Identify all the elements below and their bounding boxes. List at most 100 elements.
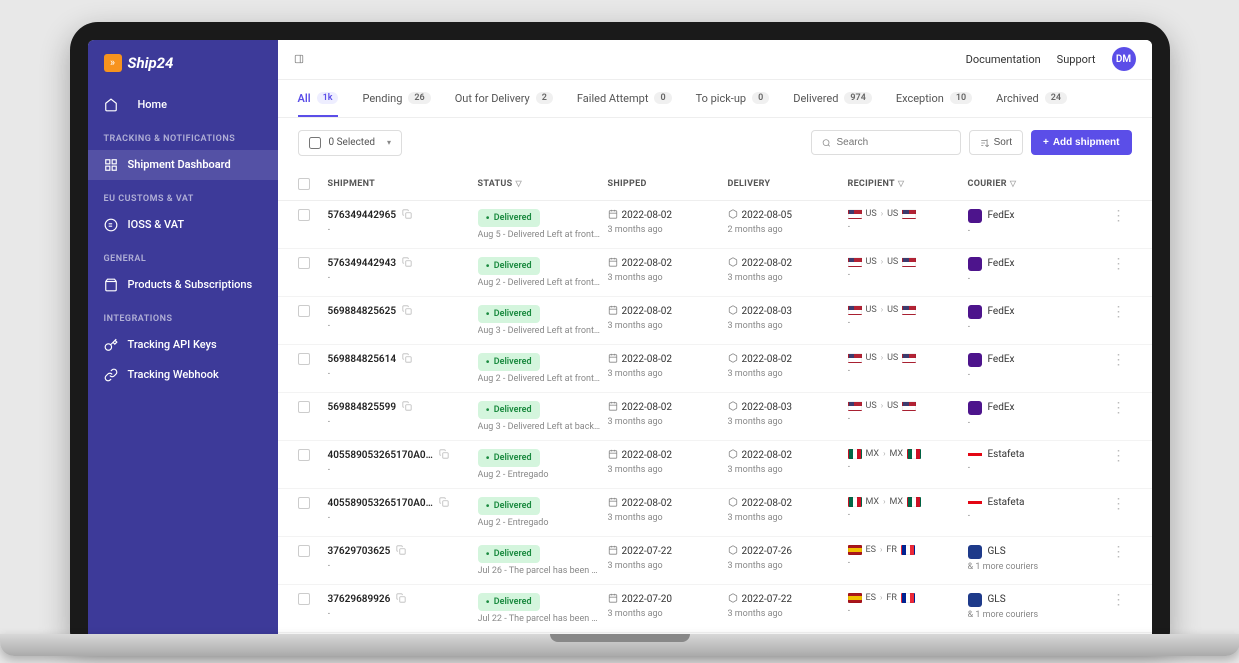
row-menu-icon[interactable]: ⋮ bbox=[1112, 304, 1126, 320]
copy-icon[interactable] bbox=[402, 401, 412, 414]
sidebar-item-products[interactable]: Products & Subscriptions bbox=[88, 270, 278, 300]
tab-label: Archived bbox=[996, 92, 1039, 105]
copy-icon[interactable] bbox=[396, 545, 406, 558]
row-checkbox[interactable] bbox=[298, 257, 310, 269]
collapse-icon[interactable] bbox=[294, 54, 304, 64]
shipped-date: 2022-08-02 bbox=[622, 498, 673, 509]
row-menu-icon[interactable]: ⋮ bbox=[1112, 400, 1126, 416]
origin-flag-icon bbox=[848, 497, 862, 507]
shipment-sub: - bbox=[328, 369, 472, 379]
sidebar-item-home[interactable]: Home bbox=[88, 90, 278, 120]
origin-flag-icon bbox=[848, 449, 862, 459]
tab-count-badge: 0 bbox=[654, 92, 671, 104]
header-checkbox[interactable] bbox=[298, 178, 310, 190]
shipment-sub: - bbox=[328, 273, 472, 283]
row-checkbox[interactable] bbox=[298, 209, 310, 221]
tab-exception[interactable]: Exception10 bbox=[896, 92, 972, 117]
origin-flag-icon bbox=[848, 545, 862, 555]
header-shipment[interactable]: SHIPMENT bbox=[328, 179, 478, 189]
shipped-ago: 3 months ago bbox=[608, 321, 722, 331]
select-all-checkbox[interactable] bbox=[309, 137, 321, 149]
copy-icon[interactable] bbox=[439, 497, 449, 510]
header-shipped[interactable]: SHIPPED bbox=[608, 179, 728, 189]
shipped-date: 2022-08-02 bbox=[622, 258, 673, 269]
table-row[interactable]: 576349442965-DeliveredAug 5 - Delivered … bbox=[278, 201, 1152, 249]
shipped-date: 2022-08-02 bbox=[622, 306, 673, 317]
sort-icon bbox=[980, 138, 990, 148]
home-icon bbox=[104, 98, 118, 112]
row-checkbox[interactable] bbox=[298, 353, 310, 365]
row-checkbox[interactable] bbox=[298, 545, 310, 557]
dest-cc: US bbox=[887, 209, 898, 219]
add-shipment-button[interactable]: + Add shipment bbox=[1031, 130, 1132, 155]
table-row[interactable]: 405589053265170A0…-DeliveredAug 2 - Entr… bbox=[278, 441, 1152, 489]
bag-icon bbox=[104, 278, 118, 292]
recipient-sub: - bbox=[848, 558, 962, 568]
header-courier[interactable]: COURIER▽ bbox=[968, 179, 1112, 189]
status-badge: Delivered bbox=[478, 593, 540, 611]
sidebar-section-integrations: INTEGRATIONS bbox=[88, 300, 278, 330]
row-menu-icon[interactable]: ⋮ bbox=[1112, 208, 1126, 224]
table-row[interactable]: 569884825625-DeliveredAug 3 - Delivered … bbox=[278, 297, 1152, 345]
table-row[interactable]: 576349442943-DeliveredAug 2 - Delivered … bbox=[278, 249, 1152, 297]
status-detail: Aug 2 - Delivered Left at front … bbox=[478, 374, 602, 384]
row-menu-icon[interactable]: ⋮ bbox=[1112, 256, 1126, 272]
table-row[interactable]: 37629703625-DeliveredJul 26 - The parcel… bbox=[278, 537, 1152, 585]
courier-name: FedEx bbox=[988, 258, 1015, 269]
courier-logo-icon bbox=[968, 209, 982, 223]
sidebar-item-ioss[interactable]: IOSS & VAT bbox=[88, 210, 278, 240]
tab-failed-attempt[interactable]: Failed Attempt0 bbox=[577, 92, 672, 117]
copy-icon[interactable] bbox=[402, 257, 412, 270]
copy-icon[interactable] bbox=[402, 305, 412, 318]
shipped-date: 2022-08-02 bbox=[622, 210, 673, 221]
row-menu-icon[interactable]: ⋮ bbox=[1112, 448, 1126, 464]
tab-delivered[interactable]: Delivered974 bbox=[793, 92, 872, 117]
dest-flag-icon bbox=[902, 353, 916, 363]
documentation-link[interactable]: Documentation bbox=[966, 53, 1041, 66]
search-box[interactable] bbox=[811, 130, 961, 155]
tab-label: Exception bbox=[896, 92, 944, 105]
sidebar-section-tracking: TRACKING & NOTIFICATIONS bbox=[88, 120, 278, 150]
tab-archived[interactable]: Archived 24 bbox=[996, 92, 1067, 117]
header-delivery[interactable]: DELIVERY bbox=[728, 179, 848, 189]
table-row[interactable]: 569884825614-DeliveredAug 2 - Delivered … bbox=[278, 345, 1152, 393]
row-menu-icon[interactable]: ⋮ bbox=[1112, 496, 1126, 512]
search-input[interactable] bbox=[836, 137, 949, 148]
row-checkbox[interactable] bbox=[298, 401, 310, 413]
row-menu-icon[interactable]: ⋮ bbox=[1112, 592, 1126, 608]
row-checkbox[interactable] bbox=[298, 449, 310, 461]
selected-counter[interactable]: 0 Selected ▾ bbox=[298, 130, 403, 156]
copy-icon[interactable] bbox=[402, 353, 412, 366]
sidebar-item-dashboard[interactable]: Shipment Dashboard bbox=[88, 150, 278, 180]
sidebar-item-webhook[interactable]: Tracking Webhook bbox=[88, 360, 278, 390]
row-checkbox[interactable] bbox=[298, 497, 310, 509]
table-row[interactable]: 37629689926-DeliveredJul 22 - The parcel… bbox=[278, 585, 1152, 633]
tab-to-pick-up[interactable]: To pick-up0 bbox=[696, 92, 770, 117]
copy-icon[interactable] bbox=[396, 593, 406, 606]
copy-icon[interactable] bbox=[402, 209, 412, 222]
status-badge: Delivered bbox=[478, 545, 540, 563]
selected-label: 0 Selected bbox=[329, 137, 376, 148]
courier-name: FedEx bbox=[988, 354, 1015, 365]
sidebar-item-label: Products & Subscriptions bbox=[128, 278, 253, 291]
tab-out-for-delivery[interactable]: Out for Delivery2 bbox=[455, 92, 553, 117]
tab-pending[interactable]: Pending26 bbox=[362, 92, 430, 117]
tab-all[interactable]: All1k bbox=[298, 92, 339, 117]
header-status[interactable]: STATUS▽ bbox=[478, 179, 608, 189]
table-row[interactable]: 569884825599-DeliveredAug 3 - Delivered … bbox=[278, 393, 1152, 441]
dest-cc: FR bbox=[886, 545, 897, 555]
brand-logo[interactable]: » Ship24 bbox=[88, 54, 278, 90]
tab-count-badge: 24 bbox=[1045, 92, 1067, 104]
row-checkbox[interactable] bbox=[298, 593, 310, 605]
copy-icon[interactable] bbox=[439, 449, 449, 462]
row-checkbox[interactable] bbox=[298, 305, 310, 317]
status-detail: Aug 3 - Delivered Left at front … bbox=[478, 326, 602, 336]
row-menu-icon[interactable]: ⋮ bbox=[1112, 352, 1126, 368]
sort-button[interactable]: Sort bbox=[969, 130, 1023, 155]
table-row[interactable]: 405589053265170A0…-DeliveredAug 2 - Entr… bbox=[278, 489, 1152, 537]
header-recipient[interactable]: RECIPIENT▽ bbox=[848, 179, 968, 189]
avatar[interactable]: DM bbox=[1112, 47, 1136, 71]
row-menu-icon[interactable]: ⋮ bbox=[1112, 544, 1126, 560]
sidebar-item-api-keys[interactable]: Tracking API Keys bbox=[88, 330, 278, 360]
support-link[interactable]: Support bbox=[1057, 53, 1096, 66]
